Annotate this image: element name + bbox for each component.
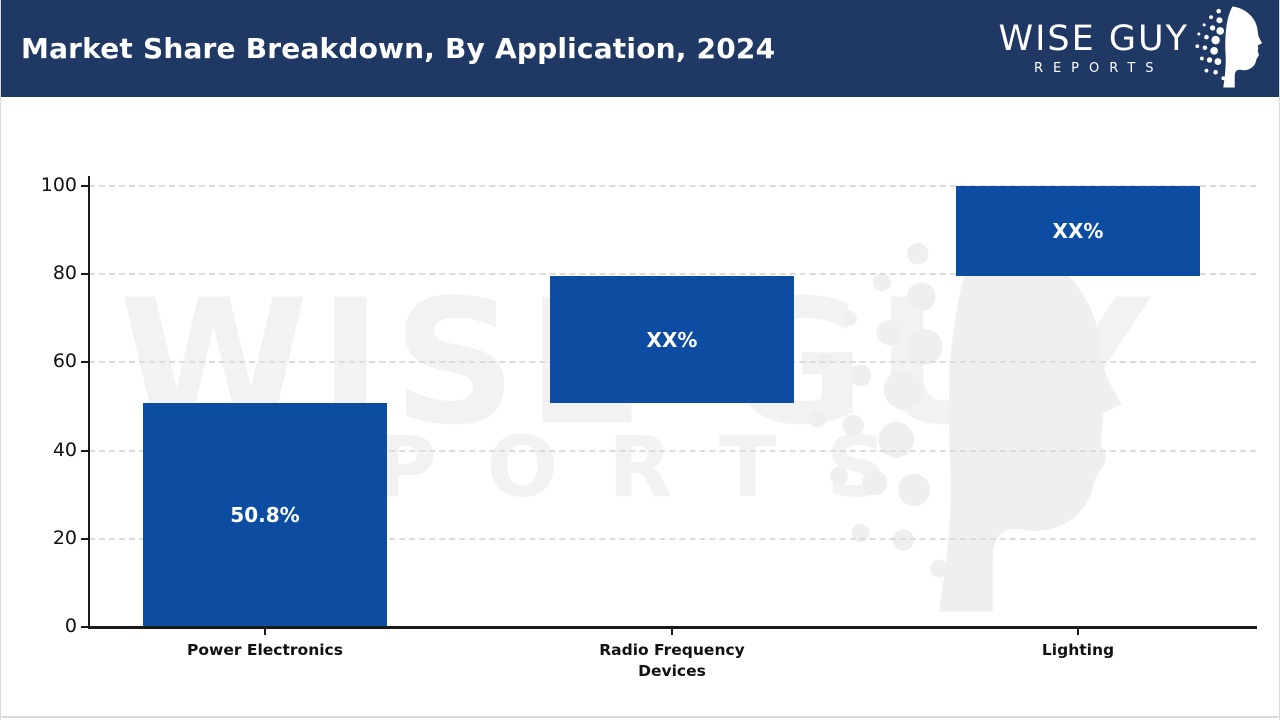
wiseguy-logo: WISE GUY REPORTS (998, 5, 1267, 93)
watermark-face-icon (796, 225, 1136, 623)
y-tick-mark (81, 626, 88, 628)
bottom-frame-line (1, 716, 1279, 718)
bar-segment: 50.8% (143, 402, 387, 627)
wiseguy-face-icon (1191, 5, 1267, 93)
gridline (89, 537, 1256, 540)
y-tick-mark (81, 273, 88, 276)
gridline (89, 185, 1256, 187)
logo-reports-text: REPORTS (1033, 61, 1164, 76)
bar-segment: XX% (956, 186, 1200, 277)
bar-segment: XX% (550, 276, 794, 403)
header-bar: Market Share Breakdown, By Application, … (1, 0, 1279, 97)
gridline (89, 273, 1256, 276)
y-tick-label: 40 (52, 438, 77, 461)
y-tick-mark (81, 361, 88, 364)
plot-area: 0 20 40 60 80 100 50.8% Power Electronics XX% Rad… (1, 97, 1279, 717)
bar-value-label: XX% (1052, 219, 1104, 244)
bar-value-label: XX% (646, 327, 698, 352)
y-tick-label: 80 (52, 262, 77, 285)
y-tick-mark (81, 537, 88, 540)
gridline (89, 449, 1256, 452)
bar-value-label: 50.8% (230, 502, 300, 527)
x-category-label: Lighting (1041, 641, 1115, 659)
wiseguy-logo-text: WISE GUY REPORTS (998, 19, 1189, 76)
y-tick-mark (81, 449, 88, 452)
x-tick-mark (1077, 627, 1079, 635)
chart-title: Market Share Breakdown, By Application, … (21, 32, 776, 65)
logo-wise-guy-text: WISE GUY (998, 19, 1189, 59)
y-tick-label: 20 (52, 526, 77, 549)
y-tick-label: 60 (52, 350, 77, 373)
x-tick-mark (671, 627, 673, 635)
x-tick-mark (264, 627, 266, 635)
x-category-label: Radio Frequency Devices (599, 641, 745, 680)
y-tick-label: 0 (64, 615, 77, 637)
y-tick-mark (81, 185, 88, 187)
x-category-label: Power Electronics (187, 641, 343, 659)
y-tick-label: 100 (40, 174, 77, 196)
y-axis-line (88, 176, 90, 627)
